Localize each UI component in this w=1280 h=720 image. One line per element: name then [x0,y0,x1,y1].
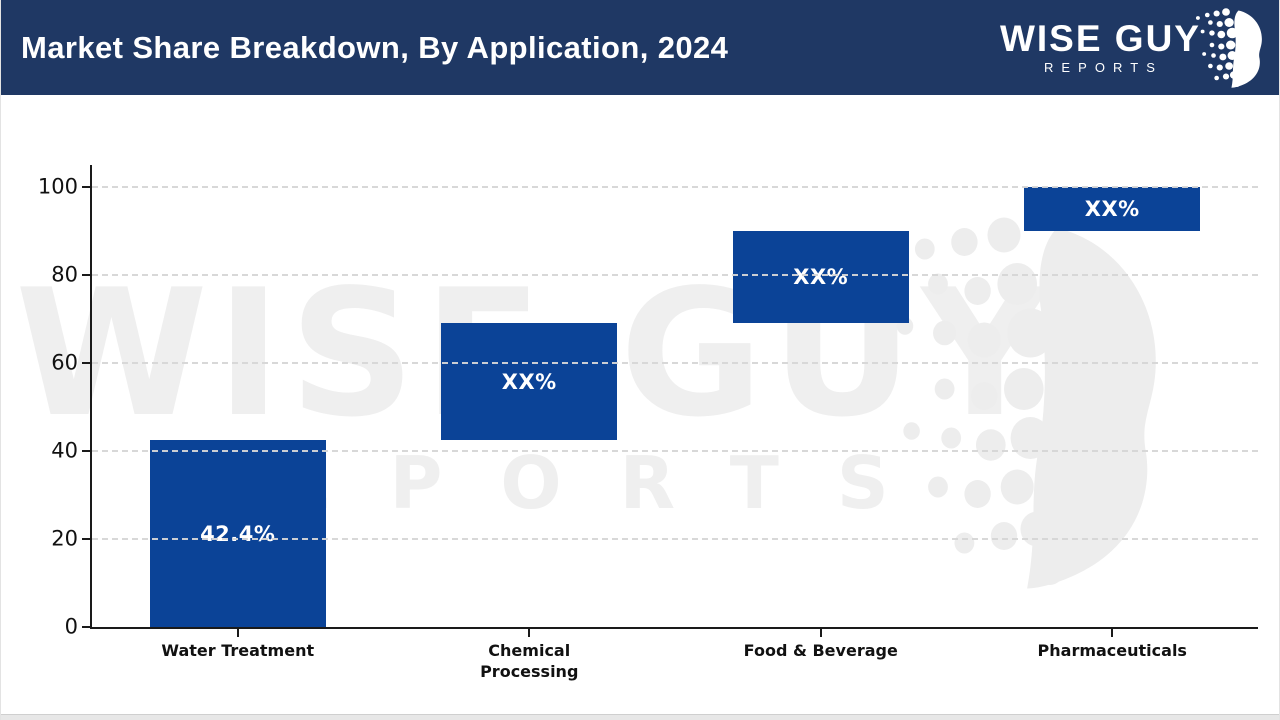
bar-segment: XX% [1024,187,1201,231]
bar-segment: 42.4% [149,440,326,627]
bar-value-label: XX% [1084,197,1140,221]
y-tick-label: 0 [64,614,78,639]
x-axis-tick [528,629,531,637]
x-category-label: Chemical Processing [480,641,579,681]
bar-value-label: XX% [501,369,557,394]
header-bar: Market Share Breakdown, By Application, … [1,0,1279,95]
y-axis-tick [82,274,90,276]
y-axis-tick [82,186,90,188]
y-tick-label: 20 [51,526,78,551]
gridline [92,538,1258,540]
y-axis-tick [82,450,90,452]
gridline [92,362,1258,364]
bar-value-label: 42.4% [200,521,276,546]
x-axis-tick [819,629,822,637]
logo-line2: REPORTS [1043,60,1163,75]
y-axis-tick [82,362,90,364]
x-category-label: Pharmaceuticals [1037,641,1187,660]
bottom-border [1,714,1279,720]
y-tick-label: 100 [37,174,78,199]
y-axis-tick [82,538,90,540]
gridline [92,186,1258,188]
x-axis-tick [1111,629,1114,637]
logo-line1: WISE GUY [999,18,1201,59]
logo-wordmark: WISE GUY REPORTS [1000,20,1201,75]
bar-segment: XX% [441,323,618,441]
x-category-label: Food & Beverage [743,641,898,660]
wise-guy-logo: WISE GUY REPORTS [1000,6,1265,90]
page-title: Market Share Breakdown, By Application, … [21,29,729,65]
dotted-head-profile-icon [1195,7,1262,88]
chart-area: WISE GUY REPORTS 0 20 40 60 80 100 42.4% Water … [1,95,1279,715]
bar-segment: XX% [732,231,909,324]
y-tick-label: 40 [51,438,78,463]
y-tick-label: 80 [51,262,78,287]
y-axis-tick [82,626,90,628]
gridline [92,274,1258,276]
bar-value-label: XX% [793,265,849,290]
x-category-label: Water Treatment [161,641,315,660]
plot: 0 20 40 60 80 100 42.4% Water Treatment XX% Chemi… [38,165,1258,681]
x-axis-tick [236,629,239,637]
gridline [92,450,1258,452]
y-tick-label: 60 [51,350,78,375]
